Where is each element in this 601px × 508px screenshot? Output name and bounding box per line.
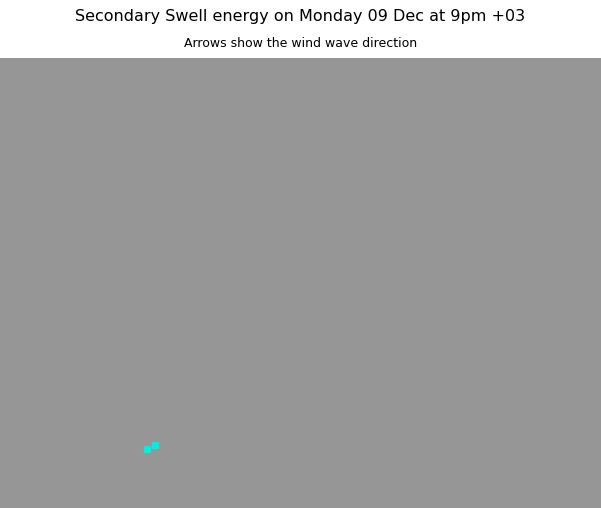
Text: Secondary Swell energy on Monday 09 Dec at 9pm +03: Secondary Swell energy on Monday 09 Dec …	[76, 9, 525, 24]
Text: Arrows show the wind wave direction: Arrows show the wind wave direction	[184, 37, 417, 50]
